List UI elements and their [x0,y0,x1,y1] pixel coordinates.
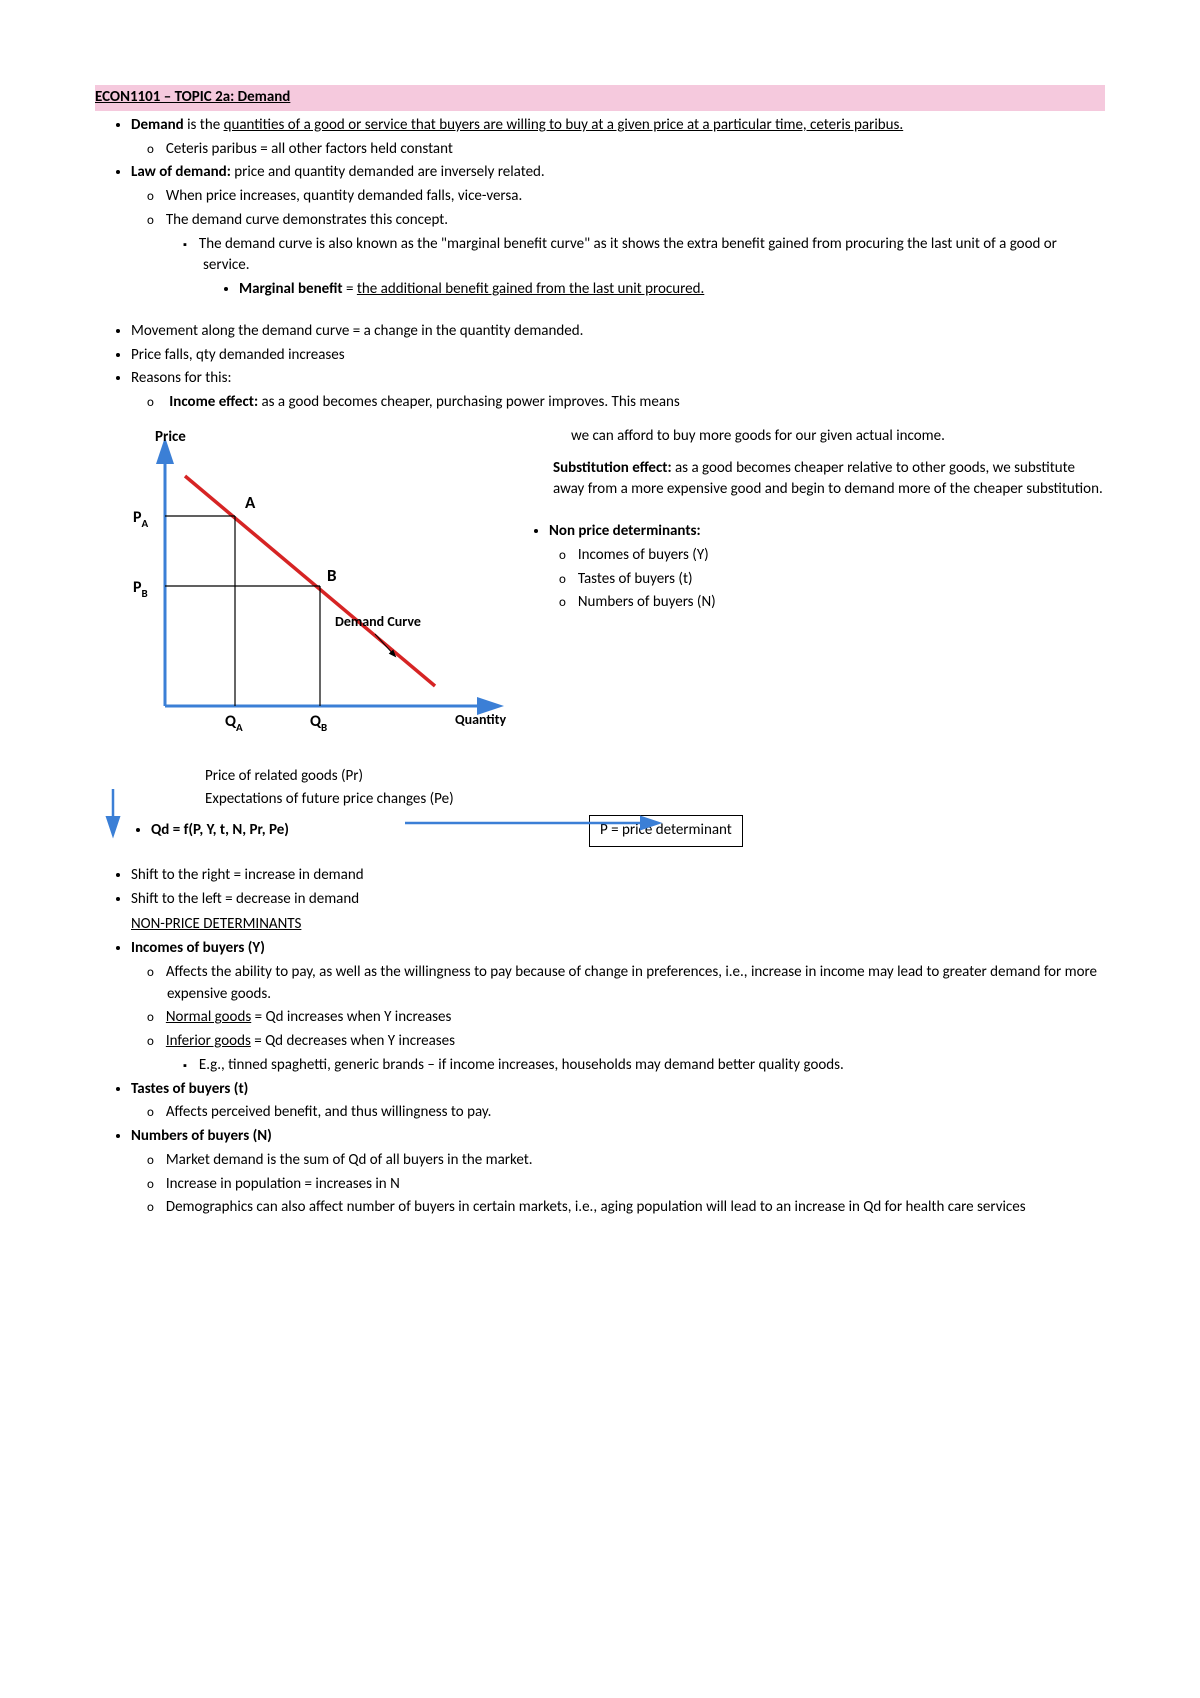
svg-text:PB: PB [133,578,148,600]
list-item: Incomes of buyers (Y) [579,545,1105,567]
text: price and quantity demanded are inversel… [231,163,545,181]
svg-text:QB: QB [310,712,327,734]
list-item: Income effect: as a good becomes cheaper… [167,392,1105,414]
demand-label: Demand [131,116,184,134]
qty-label: Quantity [455,711,506,728]
list-item: The demand curve is also known as the "m… [203,234,1105,301]
list-item: Expectations of future price changes (Pe… [205,789,1105,811]
list-item: Shift to the right = increase in demand [131,865,1105,887]
list-item: Marginal benefit = the additional benefi… [239,279,1105,301]
demand-def: quantities of a good or service that buy… [224,116,904,134]
list-item: Price falls, qty demanded increases [131,345,1105,367]
list-item: Ceteris paribus = all other factors held… [167,139,1105,161]
page-title: ECON1101 – TOPIC 2a: Demand [95,85,1105,111]
list-item: Price of related goods (Pr) [205,766,1105,788]
list-item: When price increases, quantity demanded … [167,186,1105,208]
list-item: Tastes of buyers (t) [579,569,1105,591]
point-a: A [245,492,256,513]
inc-label: Incomes of buyers (Y) [131,939,265,957]
npd-section-header: NON-PRICE DETERMINANTS [95,914,1105,936]
tastes-label: Tastes of buyers (t) [131,1080,248,1098]
list-item: Tastes of buyers (t) Affects perceived b… [131,1079,1105,1125]
text: The demand curve is also known as the "m… [199,235,1057,275]
text: = Qd increases when Y increases [251,1008,451,1026]
normal-goods: Normal goods [166,1008,251,1026]
list-item: Demand is the quantities of a good or se… [131,115,1105,161]
list-item: Incomes of buyers (Y) Affects the abilit… [131,938,1105,1077]
list-item: E.g., tinned spaghetti, generic brands –… [203,1055,1105,1077]
npd-label: Non price determinants: [549,522,701,540]
list-item: Movement along the demand curve = a chan… [131,321,1105,343]
list-item: Qd = f(P, Y, t, N, Pr, Pe) [151,820,289,842]
list-item: Market demand is the sum of Qd of all bu… [167,1150,1105,1172]
num-label: Numbers of buyers (N) [131,1127,272,1145]
income-label: Income effect: [169,393,258,411]
text: is the [184,116,224,134]
svg-text:QA: QA [225,712,243,734]
sub-label: Substitution effect: [553,459,672,477]
text: Reasons for this: [131,369,231,387]
mb-def: the additional benefit gained from the l… [357,280,704,298]
chart-section: Price Quantity Demand Curve PA PB QA QB … [95,416,1105,764]
demand-curve-chart: Price Quantity Demand Curve PA PB QA QB … [95,416,525,756]
list-item: Numbers of buyers (N) Market demand is t… [131,1126,1105,1219]
list-item: Shift to the left = decrease in demand [131,889,1105,911]
list-item: The demand curve demonstrates this conce… [167,210,1105,301]
curve-label: Demand Curve [335,613,421,630]
mb-label: Marginal benefit [239,280,343,298]
text: as a good becomes cheaper, purchasing po… [258,393,680,411]
svg-text:PA: PA [133,508,149,530]
text: = [343,280,357,298]
inferior-goods: Inferior goods [166,1032,251,1050]
list-item: Numbers of buyers (N) [579,592,1105,614]
price-label: Price [155,428,186,446]
text: The demand curve demonstrates this conce… [166,211,448,229]
shift-list: Shift to the right = increase in demand … [95,865,1105,911]
text: = Qd decreases when Y increases [251,1032,455,1050]
point-b: B [327,565,337,586]
list-item: Inferior goods = Qd decreases when Y inc… [167,1031,1105,1077]
below-chart-list: Price of related goods (Pr) Expectations… [95,766,1105,812]
list-item: Reasons for this: Income effect: as a go… [131,368,1105,414]
movement-list: Movement along the demand curve = a chan… [95,321,1105,414]
list-item: Normal goods = Qd increases when Y incre… [167,1007,1105,1029]
callout-box: P = price determinant [589,815,743,847]
list-item: Affects perceived benefit, and thus will… [167,1102,1105,1124]
income-continuation: we can afford to buy more goods for our … [543,426,1105,448]
list-item: Demographics can also affect number of b… [167,1197,1105,1219]
list-item: Increase in population = increases in N [167,1174,1105,1196]
list-item: Affects the ability to pay, as well as t… [167,962,1105,1006]
main-list: Demand is the quantities of a good or se… [95,115,1105,301]
list-item: Law of demand: price and quantity demand… [131,162,1105,301]
list-item: Non price determinants: Incomes of buyer… [549,521,1105,614]
list-item: Substitution effect: as a good becomes c… [553,458,1105,502]
npd-detail-list: Incomes of buyers (Y) Affects the abilit… [95,938,1105,1219]
qd-formula: Qd = f(P, Y, t, N, Pr, Pe) [151,821,289,839]
law-label: Law of demand: [131,163,231,181]
